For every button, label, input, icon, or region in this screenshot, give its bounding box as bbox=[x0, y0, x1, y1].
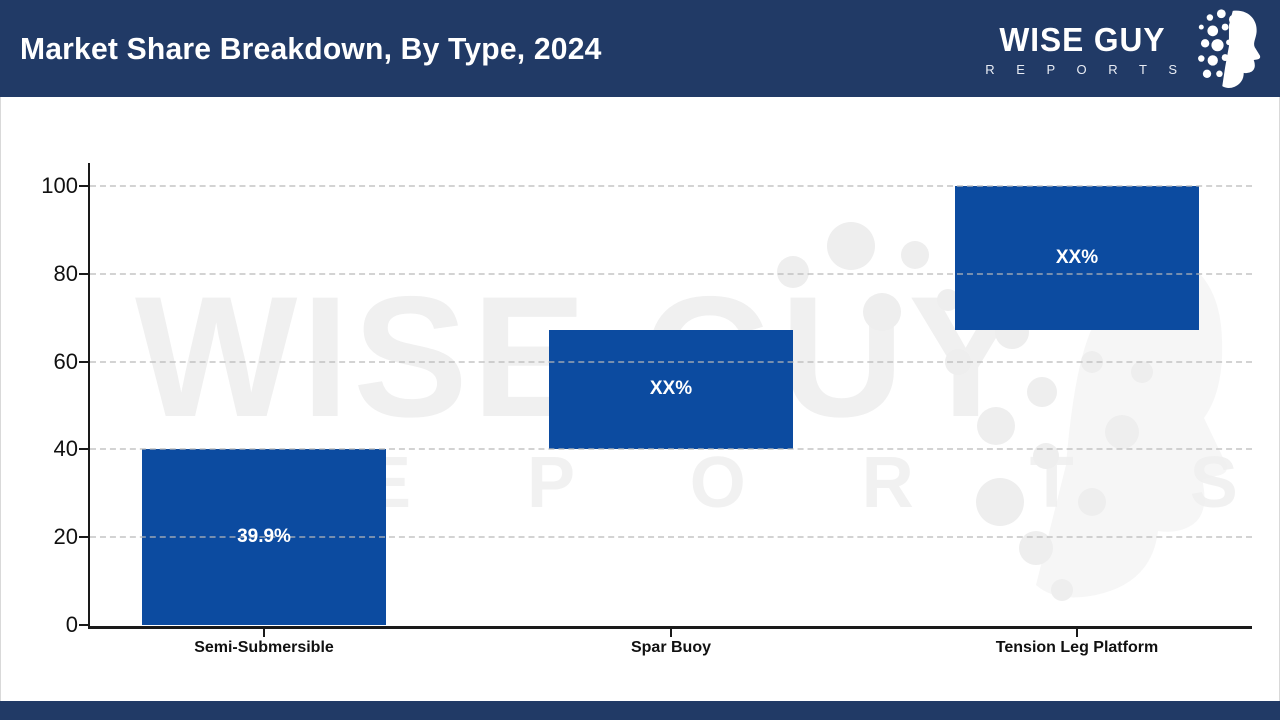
y-tick bbox=[79, 536, 88, 539]
footer-bar bbox=[0, 701, 1280, 720]
x-tick bbox=[1076, 628, 1078, 637]
x-axis-label: Spar Buoy bbox=[630, 639, 711, 656]
y-tick bbox=[79, 272, 88, 275]
y-tick-label: 60 bbox=[53, 348, 78, 374]
y-tick-label: 80 bbox=[53, 260, 78, 286]
gridline bbox=[90, 272, 1252, 275]
logo-wordmark: WISE GUY bbox=[999, 21, 1166, 58]
y-tick bbox=[79, 624, 88, 626]
x-axis-label: Semi-Submersible bbox=[194, 639, 334, 656]
header: Market Share Breakdown, By Type, 2024 WI… bbox=[0, 0, 1280, 97]
y-tick bbox=[79, 185, 88, 187]
y-tick-label: 100 bbox=[41, 173, 78, 198]
bar-segment bbox=[955, 186, 1199, 330]
bar-segment bbox=[549, 329, 793, 450]
gridline bbox=[90, 185, 1252, 187]
x-tick bbox=[670, 628, 672, 637]
x-axis-spine bbox=[88, 626, 1252, 629]
bar-value-label: XX% bbox=[649, 378, 693, 400]
y-tick bbox=[79, 360, 88, 363]
logo-subtext: R E P O R T S bbox=[985, 62, 1186, 77]
x-tick bbox=[263, 628, 265, 637]
page-title: Market Share Breakdown, By Type, 2024 bbox=[20, 30, 602, 66]
gridline bbox=[90, 536, 1252, 539]
gridline bbox=[90, 360, 1252, 363]
bar-value-label: XX% bbox=[1055, 246, 1099, 268]
logo-face-icon bbox=[1198, 9, 1261, 89]
y-tick-label: 40 bbox=[53, 436, 78, 462]
x-axis-label: Tension Leg Platform bbox=[995, 639, 1159, 656]
y-tick bbox=[79, 448, 88, 451]
gridline bbox=[90, 448, 1252, 451]
logo-wordmark-block: WISE GUY R E P O R T S bbox=[979, 21, 1186, 77]
brand-logo: WISE GUY R E P O R T S bbox=[979, 8, 1268, 90]
y-axis-spine bbox=[88, 163, 90, 628]
y-tick-label: 20 bbox=[53, 524, 78, 550]
y-tick-label: 0 bbox=[65, 612, 78, 637]
bar-value-label: 39.9% bbox=[237, 526, 291, 548]
